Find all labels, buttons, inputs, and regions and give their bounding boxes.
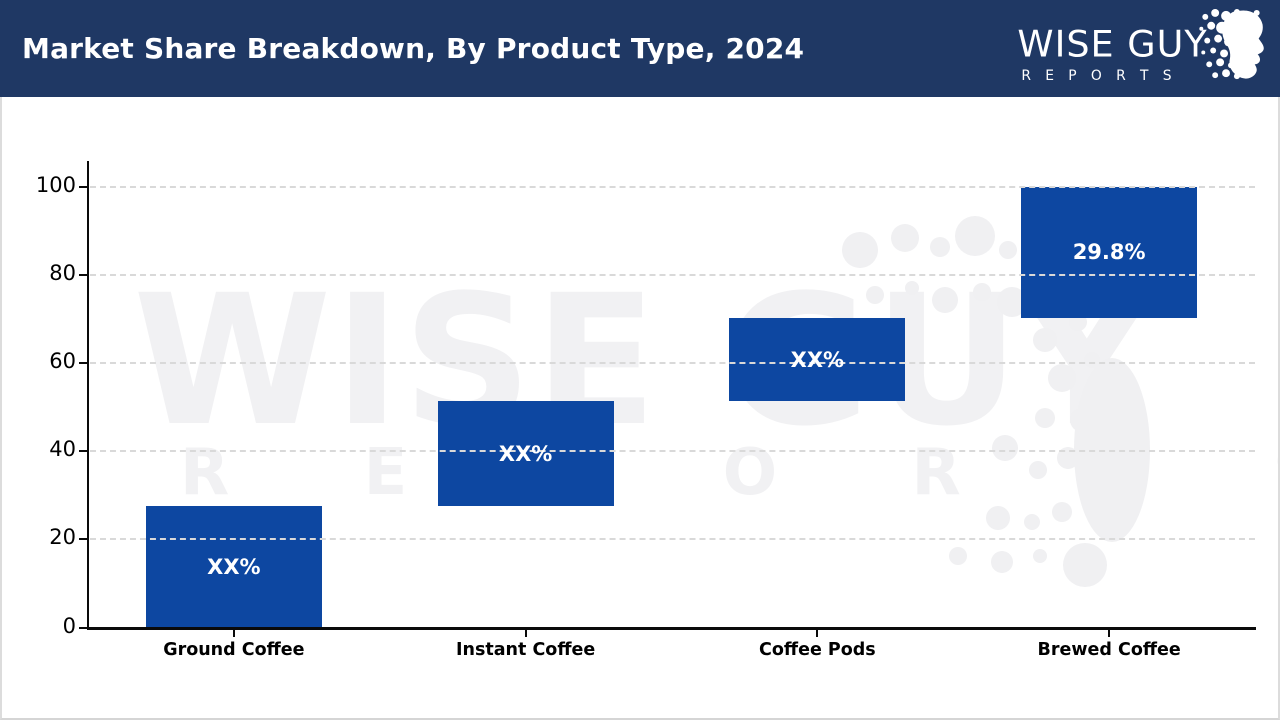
y-tick-label: 40 <box>49 437 76 462</box>
bar-value-label: XX% <box>498 441 553 466</box>
y-tick-label: 80 <box>49 260 76 285</box>
gridline <box>90 538 1255 541</box>
logo-wordmark: WISE GUY <box>1017 22 1207 65</box>
y-tick-label: 100 <box>35 172 76 197</box>
gridline <box>90 450 1255 453</box>
x-axis-label: Brewed Coffee <box>1037 640 1181 660</box>
bar-value-label: XX% <box>207 554 261 579</box>
bar-brewed-coffee <box>1021 186 1198 318</box>
y-tick-label: 0 <box>62 613 76 638</box>
x-axis-line <box>87 626 1256 630</box>
x-tick-mark <box>1108 629 1111 637</box>
wise-guy-reports-logo: WISE GUY R E P O R T S <box>1017 8 1264 84</box>
x-tick-mark <box>816 629 819 637</box>
y-axis-line <box>87 161 89 630</box>
y-tick-mark <box>79 273 88 276</box>
y-tick-label: 60 <box>49 348 76 373</box>
x-tick-mark <box>524 629 527 637</box>
logo-sub-wordmark: R E P O R T S <box>1021 68 1176 84</box>
bar-value-label: XX% <box>790 347 845 372</box>
y-tick-mark <box>79 538 88 541</box>
watermark-text-line1: WISE GUY <box>133 257 1155 466</box>
gridline <box>90 185 1255 188</box>
bar-value-label: 29.8% <box>1072 240 1146 265</box>
x-axis-label: Coffee Pods <box>759 640 876 660</box>
y-tick-mark <box>79 450 88 453</box>
y-tick-label: 20 <box>49 525 76 550</box>
y-tick-mark <box>79 361 88 364</box>
x-tick-mark <box>232 629 235 637</box>
bar-ground-coffee <box>145 506 322 628</box>
report-header: Market Share Breakdown, By Product Type,… <box>0 0 1280 97</box>
y-tick-mark <box>79 626 88 629</box>
logo-face-profile <box>1222 10 1264 79</box>
y-tick-mark <box>79 185 88 188</box>
bar-coffee-pods <box>729 317 906 402</box>
watermark-dots-face <box>842 216 1150 587</box>
gridline <box>90 273 1255 276</box>
chart-title: Market Share Breakdown, By Product Type,… <box>22 32 805 65</box>
bar-instant-coffee <box>437 401 614 507</box>
x-axis-label: Instant Coffee <box>455 640 596 660</box>
x-axis-label: Ground Coffee <box>163 640 305 660</box>
gridline <box>90 361 1255 364</box>
